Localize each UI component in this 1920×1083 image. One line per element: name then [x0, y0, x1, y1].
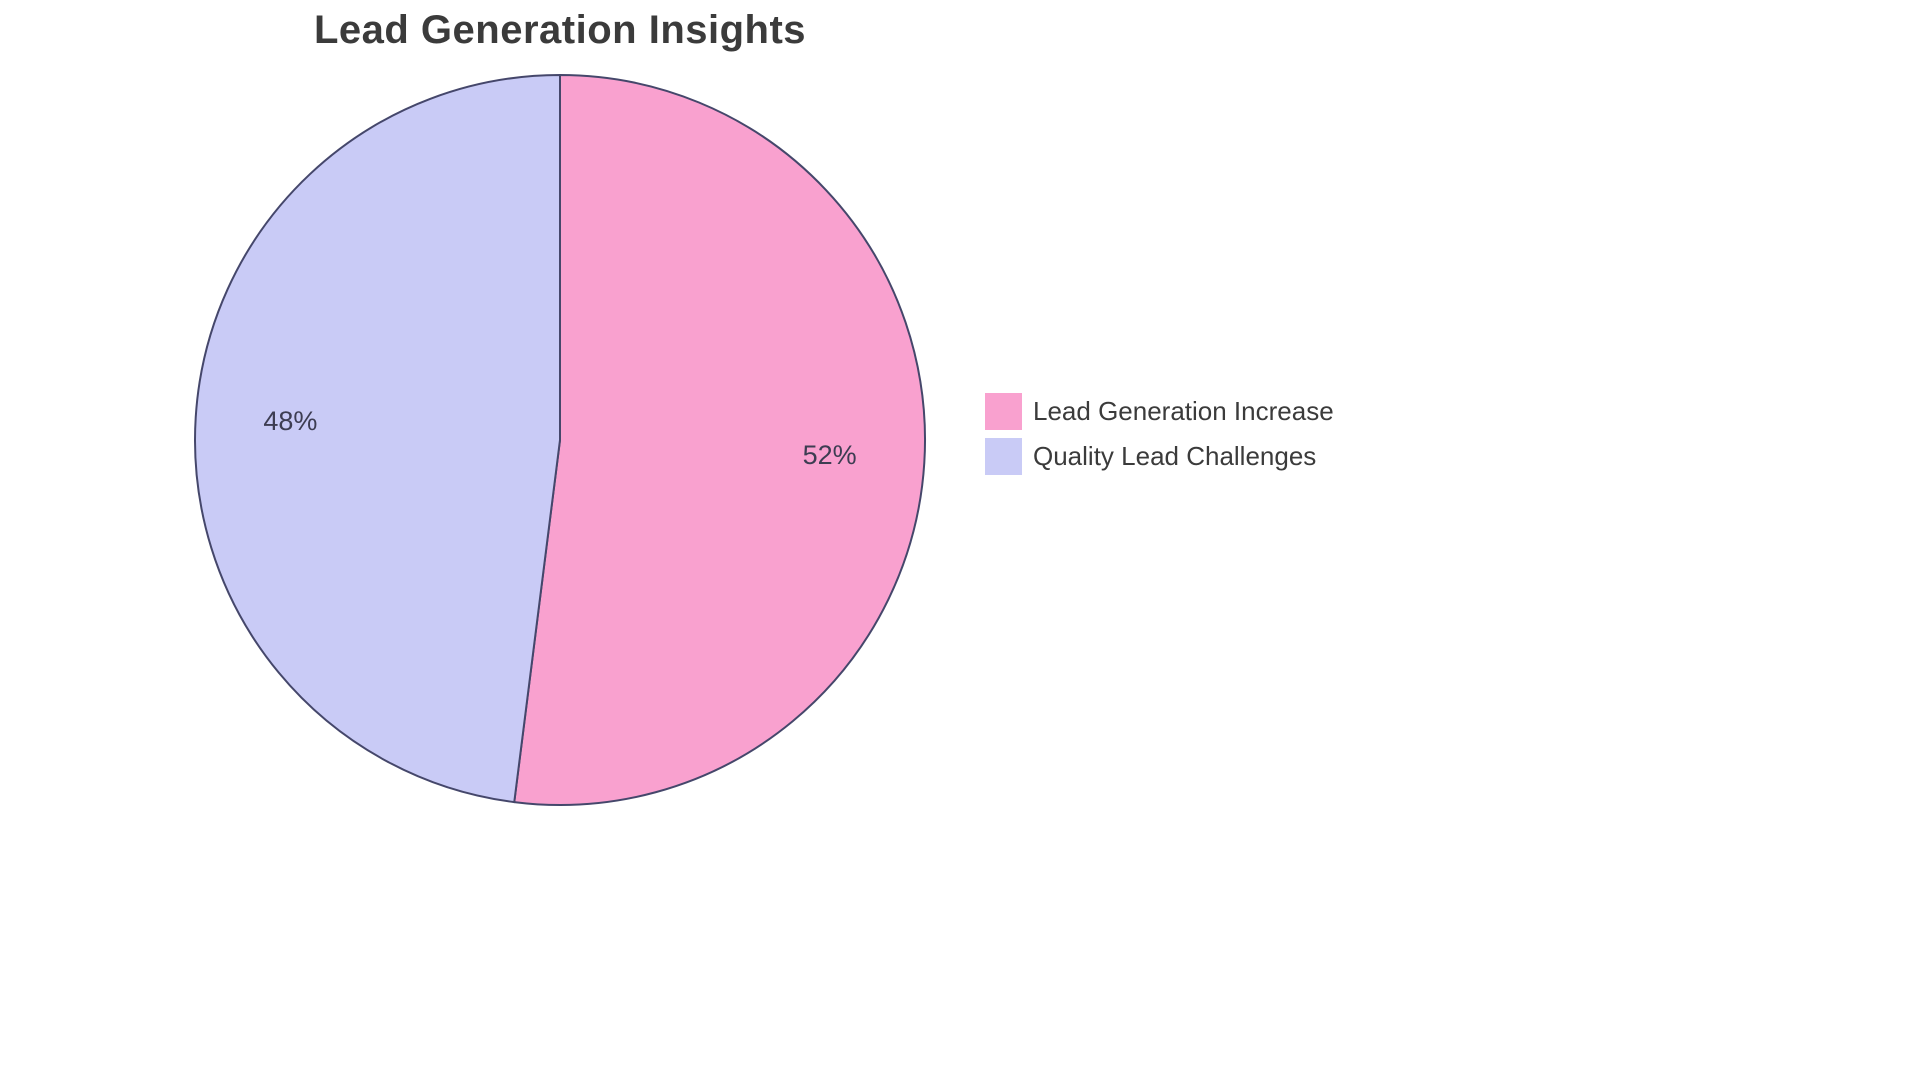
pie-slice	[513, 74, 927, 806]
legend-label: Lead Generation Increase	[1033, 396, 1334, 426]
legend-swatch	[985, 393, 1022, 430]
pie-slice-label: 48%	[263, 406, 317, 436]
legend-label: Quality Lead Challenges	[1033, 441, 1317, 471]
pie-chart: 52% 48%	[194, 74, 927, 806]
chart-title: Lead Generation Insights	[313, 8, 807, 52]
legend-item: Lead Generation Increase	[985, 393, 1334, 430]
legend-item: Quality Lead Challenges	[985, 438, 1334, 475]
pie-slice	[194, 74, 561, 804]
pie-slice-label: 52%	[803, 440, 857, 470]
chart-legend: Lead Generation Increase Quality Lead Cha…	[985, 393, 1334, 475]
legend-swatch	[985, 438, 1022, 475]
